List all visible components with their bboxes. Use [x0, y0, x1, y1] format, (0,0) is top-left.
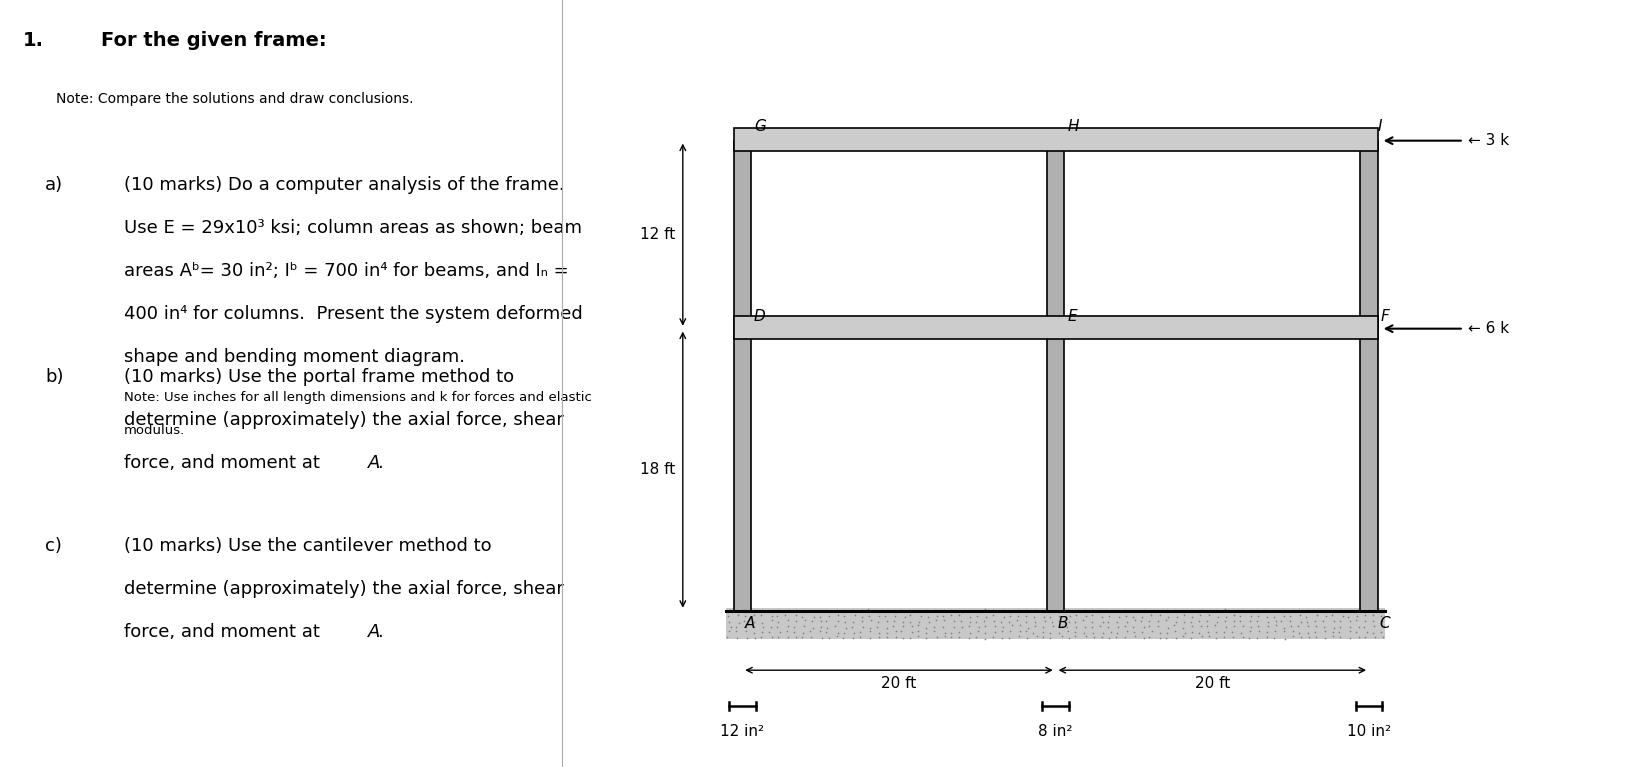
Text: areas Aᵇ= 30 in²; Iᵇ = 700 in⁴ for beams, and Iₙ =: areas Aᵇ= 30 in²; Iᵇ = 700 in⁴ for beams…	[124, 262, 568, 280]
Text: force, and moment at: force, and moment at	[124, 454, 326, 472]
Bar	[1361, 140, 1377, 611]
Text: .: .	[378, 454, 383, 472]
Text: 10 in²: 10 in²	[1346, 724, 1390, 739]
Text: 20 ft: 20 ft	[881, 676, 917, 692]
Text: 8 in²: 8 in²	[1039, 724, 1073, 739]
Text: D: D	[754, 309, 765, 324]
Text: 12 in²: 12 in²	[720, 724, 765, 739]
Text: Use E = 29x10³ ksi; column areas as shown; beam: Use E = 29x10³ ksi; column areas as show…	[124, 219, 581, 237]
Text: determine (approximately) the axial force, shear: determine (approximately) the axial forc…	[124, 411, 563, 429]
Text: c): c)	[46, 537, 62, 555]
Text: ← 6 k: ← 6 k	[1468, 321, 1509, 336]
Bar	[734, 316, 1377, 339]
Text: I: I	[1377, 120, 1382, 134]
Text: A: A	[744, 616, 755, 631]
Text: 20 ft: 20 ft	[1195, 676, 1229, 692]
Text: G: G	[754, 120, 765, 134]
Text: For the given frame:: For the given frame:	[101, 31, 327, 50]
Text: A: A	[368, 454, 381, 472]
Text: Note: Use inches for all length dimensions and k for forces and elastic: Note: Use inches for all length dimensio…	[124, 391, 591, 404]
Text: A: A	[368, 623, 381, 640]
Text: modulus.: modulus.	[124, 424, 186, 437]
Text: 1.: 1.	[23, 31, 44, 50]
Bar	[734, 140, 751, 611]
Text: 12 ft: 12 ft	[640, 227, 676, 242]
Text: C: C	[1379, 616, 1390, 631]
Text: b): b)	[46, 368, 63, 386]
Text: a): a)	[46, 176, 63, 194]
Text: Note: Compare the solutions and draw conclusions.: Note: Compare the solutions and draw con…	[55, 92, 414, 106]
Text: B: B	[1058, 616, 1068, 631]
Text: (10 marks) Do a computer analysis of the frame.: (10 marks) Do a computer analysis of the…	[124, 176, 565, 194]
Text: (10 marks) Use the portal frame method to: (10 marks) Use the portal frame method t…	[124, 368, 514, 386]
Text: 400 in⁴ for columns.  Present the system deformed: 400 in⁴ for columns. Present the system …	[124, 305, 583, 323]
Text: .: .	[378, 623, 383, 640]
Text: ← 3 k: ← 3 k	[1468, 133, 1509, 148]
Text: shape and bending moment diagram.: shape and bending moment diagram.	[124, 348, 464, 366]
Text: (10 marks) Use the cantilever method to: (10 marks) Use the cantilever method to	[124, 537, 492, 555]
Text: determine (approximately) the axial force, shear: determine (approximately) the axial forc…	[124, 580, 563, 597]
Text: 18 ft: 18 ft	[640, 463, 676, 477]
Bar	[1047, 140, 1065, 611]
Text: force, and moment at: force, and moment at	[124, 623, 326, 640]
Bar	[726, 607, 1385, 639]
Text: F: F	[1381, 309, 1389, 324]
Text: H: H	[1068, 120, 1079, 134]
Bar	[734, 128, 1377, 151]
Text: E: E	[1068, 309, 1078, 324]
